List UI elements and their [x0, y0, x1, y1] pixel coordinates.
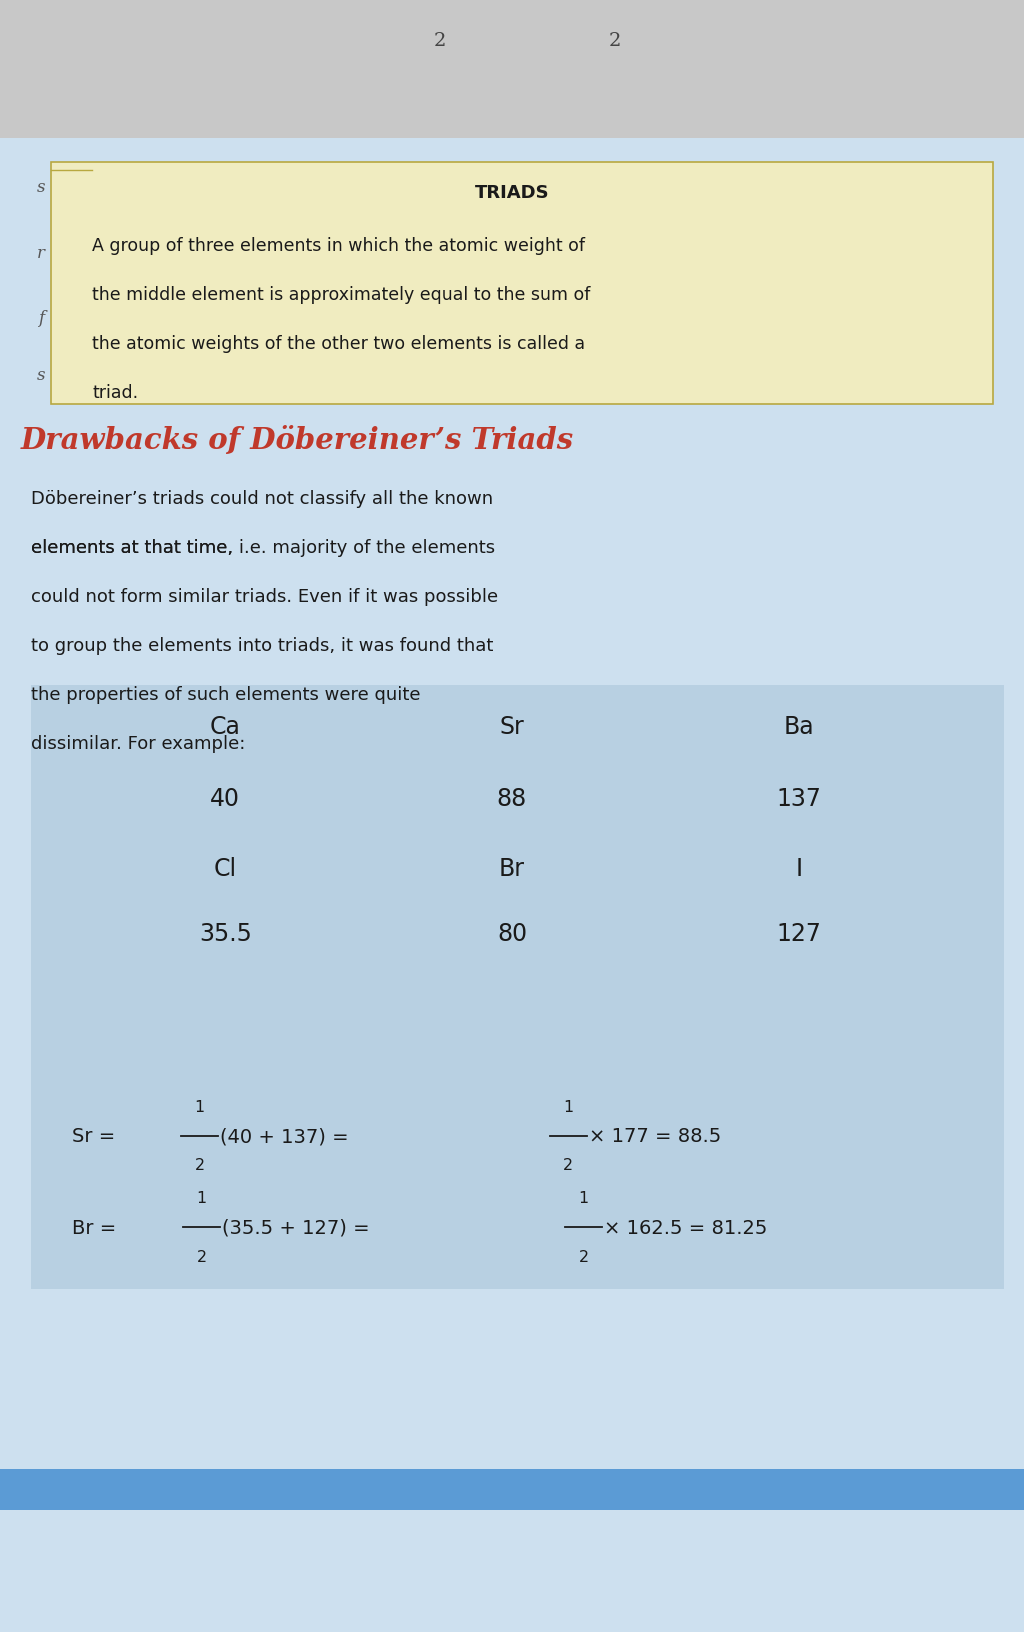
Text: elements at that time, i.e. majority of the elements: elements at that time, i.e. majority of …: [31, 539, 495, 557]
Text: 88: 88: [497, 787, 527, 809]
Bar: [0, 0, 1024, 139]
Text: Br =: Br =: [72, 1217, 116, 1237]
Text: Cl: Cl: [214, 857, 237, 880]
Text: × 177 = 88.5: × 177 = 88.5: [589, 1126, 721, 1146]
Text: 1: 1: [195, 1098, 205, 1115]
Text: triad.: triad.: [92, 384, 138, 401]
Text: to group the elements into triads, it was found that: to group the elements into triads, it wa…: [31, 636, 494, 654]
Text: f: f: [38, 310, 44, 326]
Text: the properties of such elements were quite: the properties of such elements were qui…: [31, 685, 420, 703]
Text: Döbereiner’s triads could not classify all the known: Döbereiner’s triads could not classify a…: [31, 490, 493, 508]
Text: 35.5: 35.5: [199, 922, 252, 945]
Text: Br: Br: [499, 857, 525, 880]
Text: 137: 137: [776, 787, 821, 809]
Text: 2: 2: [579, 1248, 589, 1265]
Text: 80: 80: [497, 922, 527, 945]
Text: 2: 2: [563, 1157, 573, 1173]
Text: the atomic weights of the other two elements is called a: the atomic weights of the other two elem…: [92, 335, 586, 353]
Bar: [31, 1102, 1004, 1289]
Text: dissimilar. For example:: dissimilar. For example:: [31, 734, 245, 752]
Text: 2: 2: [195, 1157, 205, 1173]
Text: 1: 1: [579, 1190, 589, 1206]
Text: Sr =: Sr =: [72, 1126, 115, 1146]
Text: elements at that time,: elements at that time,: [31, 539, 239, 557]
Text: 40: 40: [210, 787, 241, 809]
Bar: [0, 1469, 1024, 1510]
Text: s: s: [37, 180, 45, 196]
Text: the middle element is approximately equal to the sum of: the middle element is approximately equa…: [92, 286, 591, 304]
Text: Sr: Sr: [500, 715, 524, 738]
Text: A group of three elements in which the atomic weight of: A group of three elements in which the a…: [92, 237, 585, 255]
Text: 1: 1: [563, 1098, 573, 1115]
Text: (40 + 137) =: (40 + 137) =: [220, 1126, 349, 1146]
Text: 2: 2: [197, 1248, 207, 1265]
Text: 2: 2: [608, 31, 621, 51]
Text: r: r: [37, 245, 45, 261]
Text: 2: 2: [434, 31, 446, 51]
Text: Ba: Ba: [783, 715, 814, 738]
Text: s: s: [37, 367, 45, 384]
Text: 1: 1: [197, 1190, 207, 1206]
Text: Drawbacks of Döbereiner’s Triads: Drawbacks of Döbereiner’s Triads: [20, 426, 573, 455]
Text: (35.5 + 127) =: (35.5 + 127) =: [222, 1217, 370, 1237]
Text: could not form similar triads. Even if it was possible: could not form similar triads. Even if i…: [31, 588, 498, 605]
Text: TRIADS: TRIADS: [475, 183, 549, 202]
Text: 127: 127: [776, 922, 821, 945]
FancyBboxPatch shape: [51, 163, 993, 405]
Bar: [31, 685, 1004, 1102]
Text: Ca: Ca: [210, 715, 241, 738]
Text: × 162.5 = 81.25: × 162.5 = 81.25: [604, 1217, 768, 1237]
Text: I: I: [796, 857, 802, 880]
Text: elements at that time, i.e. majority of the elements: elements at that time, i.e. majority of …: [31, 539, 495, 557]
